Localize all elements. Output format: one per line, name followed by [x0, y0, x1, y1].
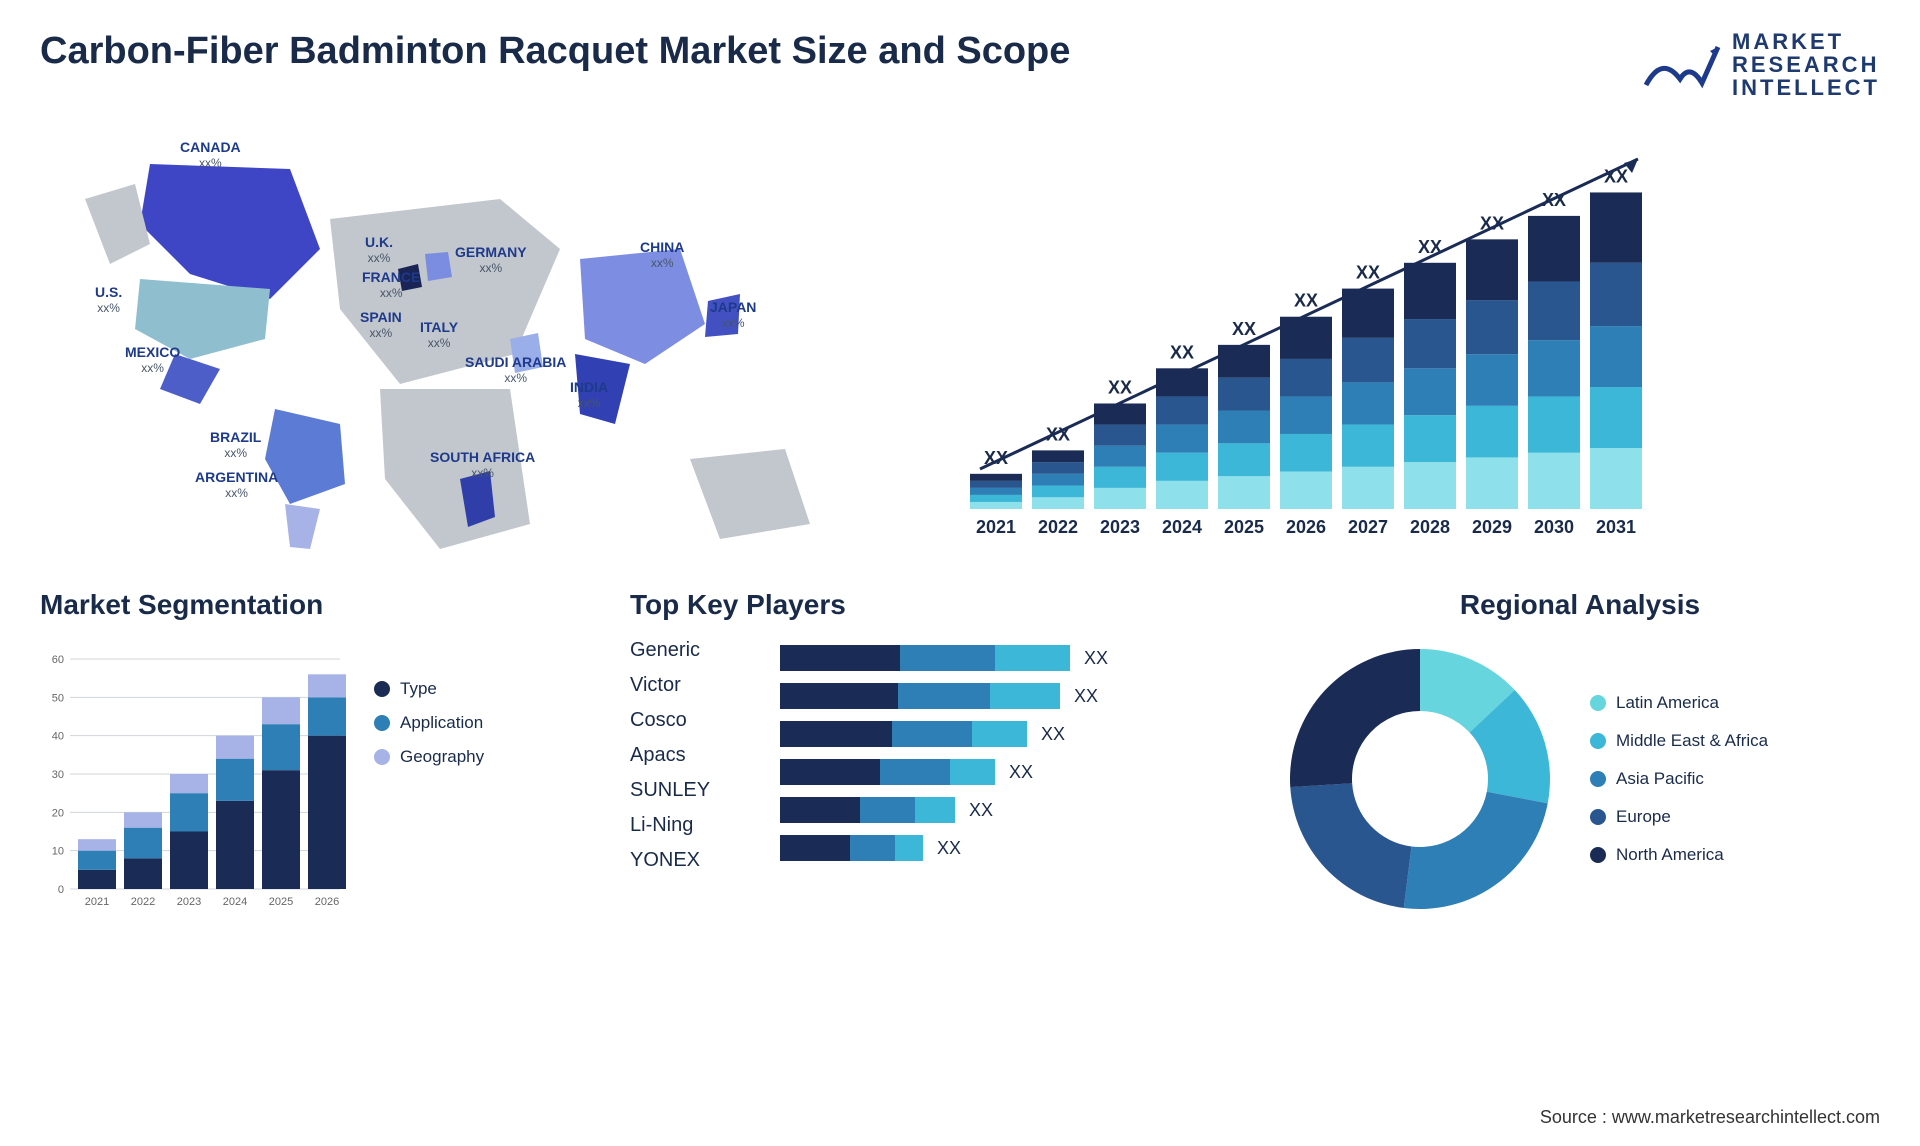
logo-text: MARKET RESEARCH INTELLECT [1732, 30, 1880, 99]
players-title: Top Key Players [630, 589, 1250, 621]
svg-text:2030: 2030 [1534, 517, 1574, 537]
seg-legend-geography: Geography [374, 747, 484, 767]
logo-line3: INTELLECT [1732, 76, 1880, 99]
header: Carbon-Fiber Badminton Racquet Market Si… [40, 30, 1880, 99]
svg-text:2025: 2025 [1224, 517, 1264, 537]
svg-text:2028: 2028 [1410, 517, 1450, 537]
player-name: Victor [630, 674, 760, 697]
svg-text:2023: 2023 [177, 896, 201, 908]
svg-text:XX: XX [1232, 319, 1256, 339]
svg-text:0: 0 [58, 884, 64, 896]
svg-text:XX: XX [1356, 263, 1380, 283]
bottom-row: Market Segmentation 0 10 20 30 40 50 60 2021 202… [40, 589, 1880, 919]
segmentation-chart: 0 10 20 30 40 50 60 2021 2022 2023 2024 2025 2026 [40, 639, 350, 909]
map-label-mexico: MEXICOxx% [125, 344, 180, 375]
regional-title: Regional Analysis [1280, 589, 1880, 621]
players-list: Generic Victor Cosco Apacs SUNLEY Li-Ning YONE… [630, 639, 760, 872]
donut-svg [1280, 639, 1560, 919]
map-label-france: FRANCExx% [362, 269, 420, 300]
svg-text:2026: 2026 [1286, 517, 1326, 537]
logo: MARKET RESEARCH INTELLECT [1642, 30, 1880, 99]
svg-text:20: 20 [52, 808, 64, 820]
seg-legend-type: Type [374, 679, 484, 699]
player-name: YONEX [630, 849, 760, 872]
map-label-spain: SPAINxx% [360, 309, 402, 340]
svg-text:2025: 2025 [269, 896, 293, 908]
growth-bar-chart: XX2021XX2022XX2023XX2024XX2025XX2026XX20… [950, 129, 1880, 549]
svg-text:2024: 2024 [223, 896, 247, 908]
map-label-italy: ITALYxx% [420, 319, 458, 350]
seg-svg: 0 10 20 30 40 50 60 2021 2022 2023 2024 2025 2026 [40, 639, 350, 909]
player-bar-row: XX [780, 759, 1250, 785]
regional-panel: Regional Analysis Latin America Middle Ea… [1280, 589, 1880, 919]
svg-text:40: 40 [52, 731, 64, 743]
map-label-india: INDIAxx% [570, 379, 608, 410]
world-map: CANADAxx% U.S.xx% MEXICOxx% BRAZILxx% ARGENT… [40, 129, 910, 549]
regional-legend-item: North America [1590, 845, 1768, 865]
logo-swoosh-icon [1642, 35, 1722, 95]
page-title: Carbon-Fiber Badminton Racquet Market Si… [40, 30, 1070, 73]
player-name: Cosco [630, 709, 760, 732]
logo-line2: RESEARCH [1732, 53, 1880, 76]
source-label: Source : www.marketresearchintellect.com [1540, 1107, 1880, 1128]
map-label-u-s-: U.S.xx% [95, 284, 122, 315]
svg-text:10: 10 [52, 846, 64, 858]
svg-text:2031: 2031 [1596, 517, 1636, 537]
svg-text:30: 30 [52, 769, 64, 781]
svg-text:2021: 2021 [85, 896, 109, 908]
regional-legend-item: Europe [1590, 807, 1768, 827]
map-label-argentina: ARGENTINAxx% [195, 469, 278, 500]
top-row: CANADAxx% U.S.xx% MEXICOxx% BRAZILxx% ARGENT… [40, 129, 1880, 549]
svg-text:2029: 2029 [1472, 517, 1512, 537]
player-bar-row: XX [780, 721, 1250, 747]
regional-donut [1280, 639, 1560, 919]
player-name: SUNLEY [630, 779, 760, 802]
svg-text:2024: 2024 [1162, 517, 1202, 537]
svg-text:2026: 2026 [315, 896, 339, 908]
svg-text:50: 50 [52, 693, 64, 705]
regional-legend-item: Middle East & Africa [1590, 731, 1768, 751]
regional-legend: Latin America Middle East & Africa Asia Pa… [1590, 693, 1768, 865]
player-name: Generic [630, 639, 760, 662]
players-bars: XX XX XX XX XX XX [780, 639, 1250, 872]
segmentation-title: Market Segmentation [40, 589, 600, 621]
player-bar-row: XX [780, 797, 1250, 823]
regional-legend-item: Latin America [1590, 693, 1768, 713]
svg-text:2027: 2027 [1348, 517, 1388, 537]
logo-line1: MARKET [1732, 30, 1880, 53]
map-label-u-k-: U.K.xx% [365, 234, 393, 265]
map-svg [40, 129, 910, 549]
map-label-south-africa: SOUTH AFRICAxx% [430, 449, 535, 480]
player-bar-row: XX [780, 645, 1250, 671]
segmentation-panel: Market Segmentation 0 10 20 30 40 50 60 2021 202… [40, 589, 600, 919]
segmentation-legend: Type Application Geography [374, 639, 484, 909]
player-bar-row: XX [780, 835, 1250, 861]
svg-text:XX: XX [1294, 291, 1318, 311]
map-label-germany: GERMANYxx% [455, 244, 527, 275]
player-name: Li-Ning [630, 814, 760, 837]
map-label-china: CHINAxx% [640, 239, 684, 270]
svg-text:2023: 2023 [1100, 517, 1140, 537]
svg-text:XX: XX [1108, 378, 1132, 398]
map-label-canada: CANADAxx% [180, 139, 241, 170]
map-label-brazil: BRAZILxx% [210, 429, 261, 460]
map-label-saudi-arabia: SAUDI ARABIAxx% [465, 354, 566, 385]
map-label-japan: JAPANxx% [710, 299, 756, 330]
player-bar-row: XX [780, 683, 1250, 709]
players-panel: Top Key Players Generic Victor Cosco Apacs S… [630, 589, 1250, 919]
svg-text:2022: 2022 [1038, 517, 1078, 537]
svg-text:2022: 2022 [131, 896, 155, 908]
seg-legend-application: Application [374, 713, 484, 733]
regional-legend-item: Asia Pacific [1590, 769, 1768, 789]
svg-text:60: 60 [52, 654, 64, 666]
growth-svg: XX2021XX2022XX2023XX2024XX2025XX2026XX20… [950, 129, 1670, 549]
player-name: Apacs [630, 744, 760, 767]
svg-text:XX: XX [1170, 343, 1194, 363]
svg-text:2021: 2021 [976, 517, 1016, 537]
